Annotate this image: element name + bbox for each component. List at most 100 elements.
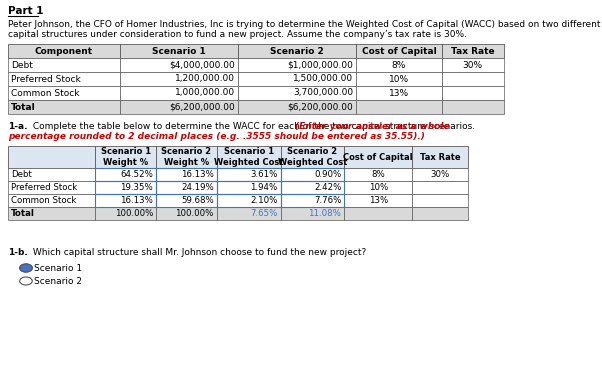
Text: 2.10%: 2.10%: [250, 196, 278, 205]
Bar: [412, 146, 468, 168]
Text: 2.42%: 2.42%: [314, 183, 341, 192]
Bar: [95, 181, 156, 194]
Text: 7.65%: 7.65%: [250, 209, 278, 218]
Bar: [281, 168, 344, 181]
Bar: [356, 100, 442, 114]
Bar: [344, 194, 412, 207]
Bar: [356, 72, 442, 86]
Text: 0.90%: 0.90%: [314, 170, 341, 179]
Bar: [344, 146, 412, 168]
Bar: [217, 181, 281, 194]
Circle shape: [20, 264, 33, 272]
Bar: [281, 146, 344, 168]
Text: (Enter your answer as a whole: (Enter your answer as a whole: [295, 122, 450, 131]
Bar: [344, 168, 412, 181]
Bar: [442, 44, 504, 58]
Text: 16.13%: 16.13%: [181, 170, 214, 179]
Bar: [217, 181, 281, 194]
Bar: [120, 58, 238, 72]
Bar: [442, 58, 504, 72]
Text: 1.94%: 1.94%: [250, 183, 278, 192]
Bar: [442, 100, 504, 114]
Bar: [281, 194, 344, 207]
Bar: [238, 58, 356, 72]
Bar: [281, 181, 344, 194]
Bar: [217, 194, 281, 207]
Bar: [281, 194, 344, 207]
Text: Debt: Debt: [11, 61, 33, 70]
Bar: [95, 194, 156, 207]
Text: Part 1: Part 1: [8, 6, 43, 16]
Bar: [412, 207, 468, 220]
Text: Preferred Stock: Preferred Stock: [11, 183, 77, 192]
Bar: [8, 146, 95, 168]
Bar: [344, 207, 412, 220]
Text: Common Stock: Common Stock: [11, 196, 76, 205]
Text: Cost of Capital: Cost of Capital: [361, 46, 436, 56]
Bar: [8, 86, 120, 100]
Bar: [356, 86, 442, 100]
Text: 8%: 8%: [392, 61, 406, 70]
Text: Which capital structure shall Mr. Johnson choose to fund the new project?: Which capital structure shall Mr. Johnso…: [30, 248, 366, 257]
Text: $6,200,000.00: $6,200,000.00: [169, 103, 235, 111]
Text: capital structures under consideration to fund a new project. Assume the company: capital structures under consideration t…: [8, 30, 467, 39]
Bar: [8, 207, 95, 220]
Text: Scenario 2: Scenario 2: [34, 277, 82, 286]
Text: 11.08%: 11.08%: [308, 209, 341, 218]
Bar: [412, 181, 468, 194]
Text: 3.61%: 3.61%: [250, 170, 278, 179]
Text: Scenario 1
Weight %: Scenario 1 Weight %: [101, 147, 150, 167]
Bar: [8, 58, 120, 72]
Bar: [95, 207, 156, 220]
Text: 3,700,000.00: 3,700,000.00: [293, 88, 353, 98]
Bar: [281, 181, 344, 194]
Bar: [8, 72, 120, 86]
Text: 64.52%: 64.52%: [120, 170, 153, 179]
Bar: [8, 100, 120, 114]
Bar: [95, 181, 156, 194]
Text: 100.00%: 100.00%: [176, 209, 214, 218]
Text: 59.68%: 59.68%: [181, 196, 214, 205]
Text: 8%: 8%: [371, 170, 385, 179]
Bar: [156, 181, 217, 194]
Text: Debt: Debt: [11, 170, 32, 179]
Bar: [120, 72, 238, 86]
Text: 1,200,000.00: 1,200,000.00: [175, 74, 235, 83]
Bar: [8, 181, 95, 194]
Bar: [238, 72, 356, 86]
Text: 13%: 13%: [368, 196, 388, 205]
Text: 16.13%: 16.13%: [120, 196, 153, 205]
Bar: [217, 168, 281, 181]
Bar: [156, 207, 217, 220]
Bar: [8, 44, 120, 58]
Bar: [238, 100, 356, 114]
Bar: [120, 44, 238, 58]
Text: $4,000,000.00: $4,000,000.00: [169, 61, 235, 70]
Text: Scenario 2: Scenario 2: [270, 46, 324, 56]
Bar: [217, 207, 281, 220]
Bar: [95, 168, 156, 181]
Bar: [95, 194, 156, 207]
Bar: [344, 181, 412, 194]
Bar: [8, 194, 95, 207]
Text: Scenario 2
Weighted Cost: Scenario 2 Weighted Cost: [278, 147, 347, 167]
Text: Scenario 1: Scenario 1: [34, 264, 82, 273]
Text: Complete the table below to determine the WACC for each of the two capital struc: Complete the table below to determine th…: [30, 122, 478, 131]
Text: Total: Total: [11, 103, 36, 111]
Text: Scenario 1: Scenario 1: [152, 46, 206, 56]
Bar: [8, 168, 95, 181]
Bar: [120, 86, 238, 100]
Bar: [412, 168, 468, 181]
Text: 19.35%: 19.35%: [120, 183, 153, 192]
Bar: [156, 194, 217, 207]
Bar: [217, 194, 281, 207]
Text: 10%: 10%: [389, 74, 409, 83]
Text: percentage rounded to 2 decimal places (e.g. .3555 should be entered as 35.55).): percentage rounded to 2 decimal places (…: [8, 132, 425, 141]
Bar: [95, 146, 156, 168]
Bar: [217, 146, 281, 168]
Text: Tax Rate: Tax Rate: [451, 46, 494, 56]
Text: Scenario 1
Weighted Cost: Scenario 1 Weighted Cost: [214, 147, 284, 167]
Bar: [156, 146, 217, 168]
Text: 30%: 30%: [462, 61, 483, 70]
Text: Peter Johnson, the CFO of Homer Industries, Inc is trying to determine the Weigh: Peter Johnson, the CFO of Homer Industri…: [8, 20, 601, 29]
